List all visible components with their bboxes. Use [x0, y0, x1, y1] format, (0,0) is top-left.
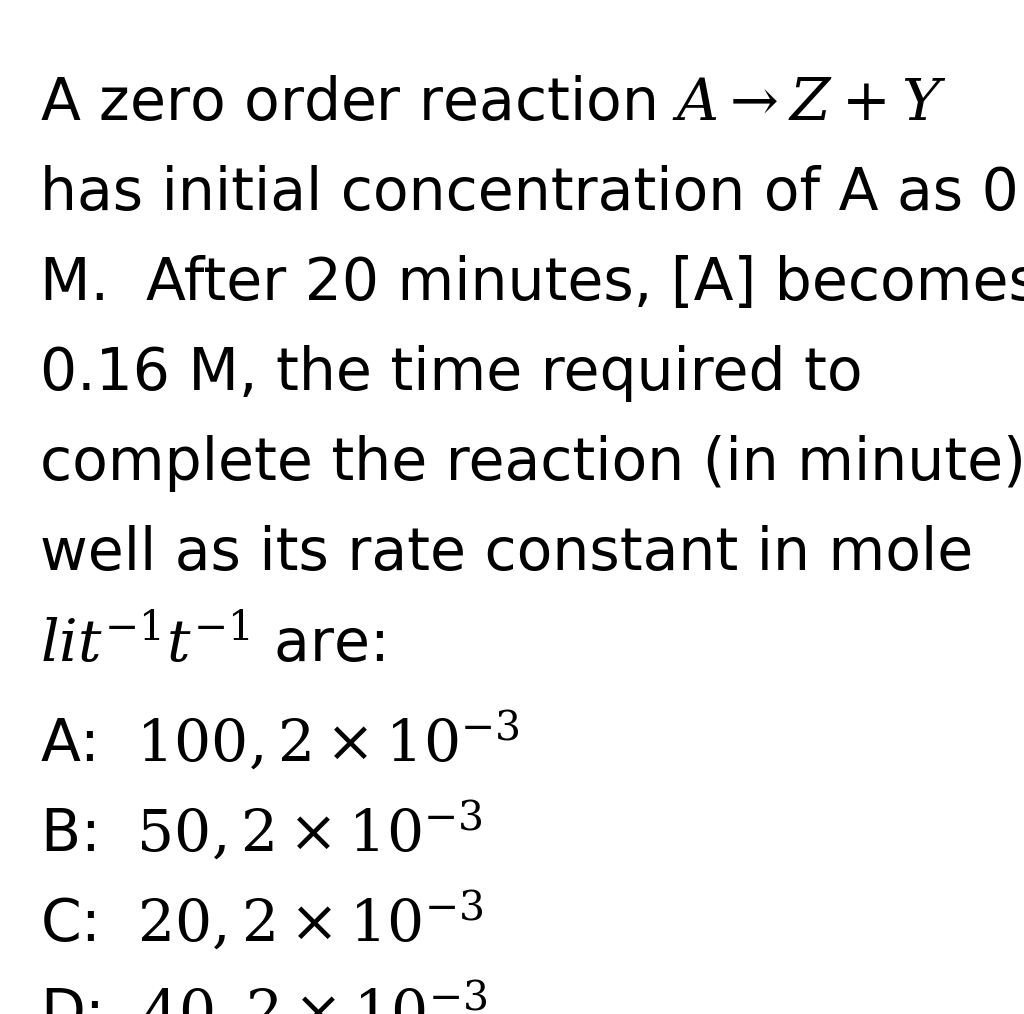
Text: has initial concentration of A as 0.2: has initial concentration of A as 0.2: [40, 165, 1024, 222]
Text: B:  $50, 2 \times 10^{-3}$: B: $50, 2 \times 10^{-3}$: [40, 800, 483, 864]
Text: complete the reaction (in minute) as: complete the reaction (in minute) as: [40, 435, 1024, 492]
Text: well as its rate constant in mole: well as its rate constant in mole: [40, 525, 973, 582]
Text: M.  After 20 minutes, [A] becomes: M. After 20 minutes, [A] becomes: [40, 255, 1024, 312]
Text: A zero order reaction $A \rightarrow Z+Y$: A zero order reaction $A \rightarrow Z+Y…: [40, 75, 947, 132]
Text: $lit^{-1}t^{-1}$ are:: $lit^{-1}t^{-1}$ are:: [40, 615, 385, 673]
Text: 0.16 M, the time required to: 0.16 M, the time required to: [40, 345, 862, 402]
Text: D:  $40, 2 \times 10^{-3}$: D: $40, 2 \times 10^{-3}$: [40, 980, 487, 1014]
Text: C:  $20, 2 \times 10^{-3}$: C: $20, 2 \times 10^{-3}$: [40, 890, 483, 953]
Text: A:  $100, 2 \times 10^{-3}$: A: $100, 2 \times 10^{-3}$: [40, 710, 520, 774]
